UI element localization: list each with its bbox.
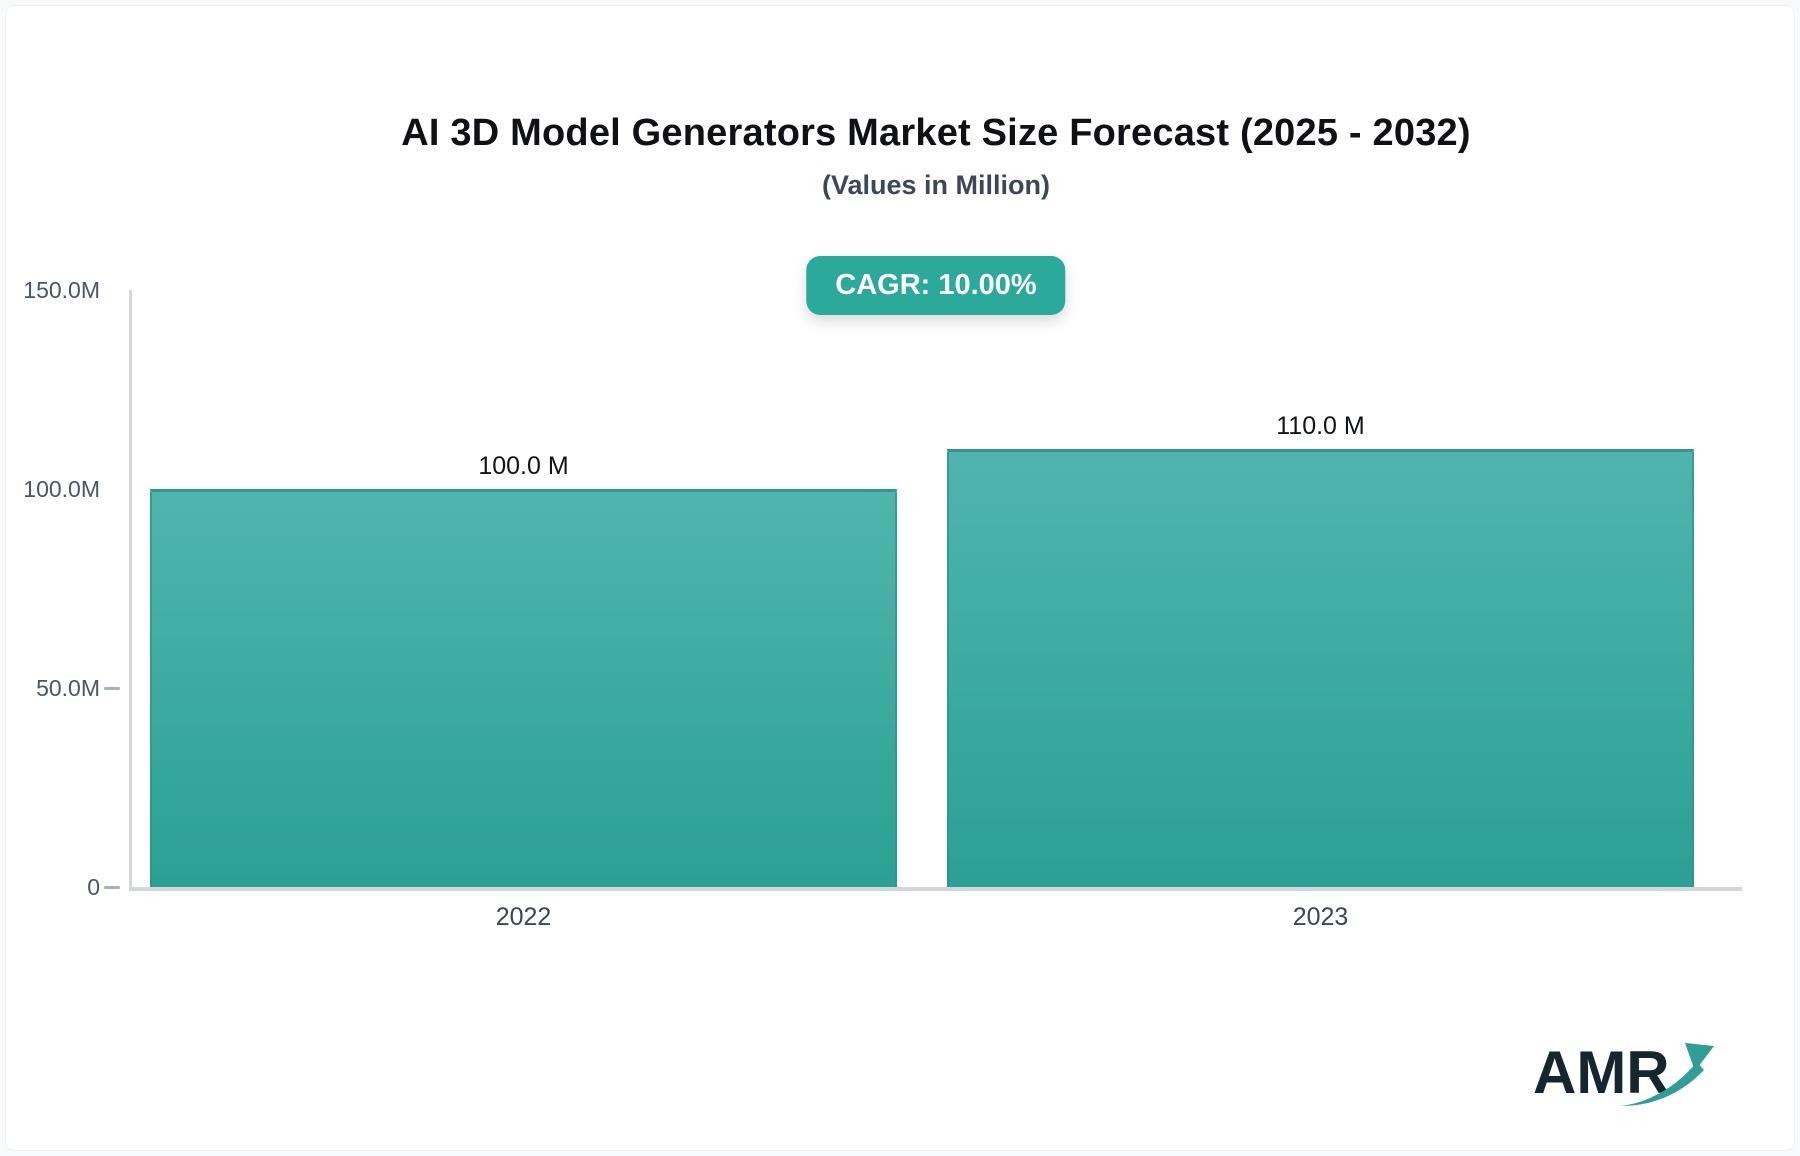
y-axis-tick-label: 50.0M — [36, 675, 100, 701]
bar-value-label: 100.0 M — [478, 452, 569, 480]
chart-title: AI 3D Model Generators Market Size Forec… — [401, 112, 1471, 154]
y-axis-line — [129, 290, 132, 891]
amr-logo-text: AMR — [1533, 1039, 1670, 1106]
bar-2022[interactable] — [150, 489, 897, 887]
x-axis-category-label: 2023 — [1292, 903, 1349, 931]
y-axis-tick-label: 100.0M — [23, 476, 100, 502]
x-axis-line — [129, 887, 1742, 891]
y-axis-tick-mark — [104, 886, 120, 889]
y-axis-tick-label: 150.0M — [23, 277, 100, 303]
bar-value-label: 110.0 M — [1276, 412, 1365, 441]
bar-2023[interactable] — [947, 449, 1694, 887]
x-axis-category-label: 2022 — [495, 903, 552, 931]
y-axis-tick-mark — [104, 687, 120, 690]
chart-subtitle: (Values in Million) — [821, 170, 1051, 200]
amr-logo: AMR — [1533, 1038, 1733, 1128]
cagr-badge: CAGR: 10.00% — [806, 256, 1066, 315]
y-axis-tick-label: 0 — [87, 874, 100, 900]
growth-arrow-icon — [1621, 1043, 1714, 1106]
